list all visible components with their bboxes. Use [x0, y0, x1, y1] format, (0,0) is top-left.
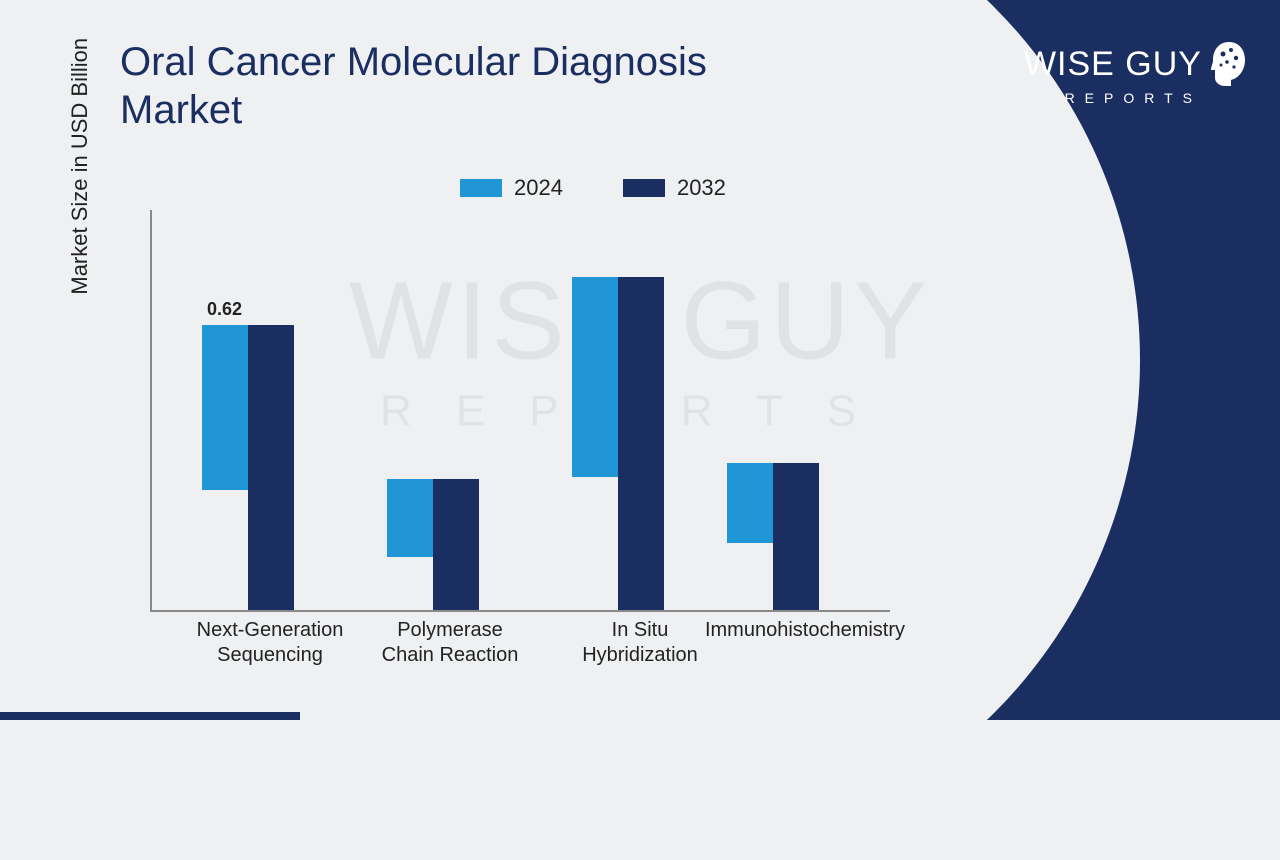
- legend-item-2024: 2024: [460, 175, 563, 201]
- legend-label-2032: 2032: [677, 175, 726, 201]
- legend-swatch-2032: [623, 179, 665, 197]
- bar-group: [705, 463, 840, 610]
- bar-2032: [433, 479, 479, 610]
- bar-2032: [773, 463, 819, 610]
- bar-2032: [248, 325, 294, 610]
- bar-2024: 0.62: [202, 325, 248, 490]
- legend-label-2024: 2024: [514, 175, 563, 201]
- head-icon: [1208, 40, 1250, 88]
- bar-2032: [618, 277, 664, 610]
- category-label: Next-Generation Sequencing: [170, 618, 370, 668]
- y-axis-label: Market Size in USD Billion: [67, 38, 93, 295]
- legend-item-2032: 2032: [623, 175, 726, 201]
- legend-swatch-2024: [460, 179, 502, 197]
- bar-group: [550, 277, 685, 610]
- canvas: WISE GUY REPORTS WISE GUY REPORTS Oral C…: [0, 0, 1280, 720]
- category-label: Immunohistochemistry: [690, 618, 920, 643]
- bar-value-label: 0.62: [207, 299, 242, 320]
- category-label: Polymerase Chain Reaction: [370, 618, 530, 668]
- plot-region: 0.62: [150, 210, 890, 610]
- bar-group: [365, 479, 500, 610]
- brand-logo: WISE GUY REPORTS: [1024, 40, 1250, 106]
- x-axis-line: [150, 610, 890, 612]
- chart-area: Market Size in USD Billion 0.62 Next-Gen…: [100, 210, 900, 690]
- bar-2024: [387, 479, 433, 556]
- brand-name: WISE GUY: [1024, 47, 1202, 81]
- bottom-accent: [0, 712, 300, 720]
- category-label: In Situ Hybridization: [570, 618, 710, 668]
- chart-title: Oral Cancer Molecular Diagnosis Market: [120, 38, 820, 134]
- brand-sub: REPORTS: [1024, 90, 1250, 106]
- bar-group: 0.62: [180, 325, 315, 610]
- legend: 2024 2032: [460, 175, 726, 201]
- bar-2024: [572, 277, 618, 477]
- bar-2024: [727, 463, 773, 543]
